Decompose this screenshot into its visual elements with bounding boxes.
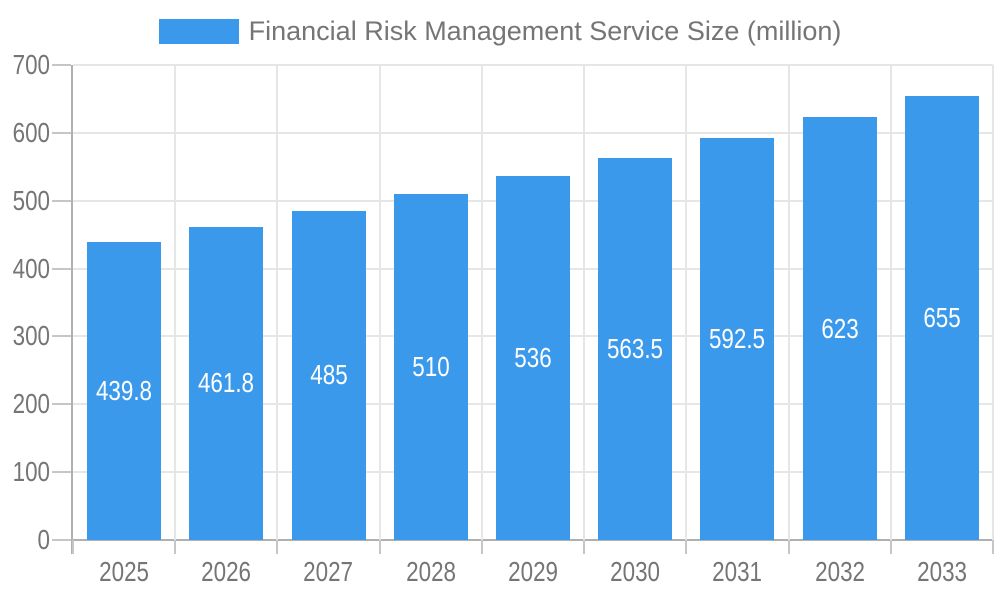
x-tick bbox=[992, 540, 994, 554]
bar[interactable]: 592.5 bbox=[700, 137, 775, 540]
gridline-vertical bbox=[276, 65, 279, 540]
bar-value-label: 439.8 bbox=[96, 374, 153, 406]
x-tick bbox=[583, 540, 586, 554]
bar-value-label: 461.8 bbox=[198, 367, 255, 399]
bar-value-label: 655 bbox=[923, 301, 961, 333]
x-tick bbox=[72, 540, 74, 554]
y-tick-label: 0 bbox=[37, 524, 50, 555]
legend[interactable]: Financial Risk Management Service Size (… bbox=[0, 12, 1000, 50]
x-tick bbox=[480, 540, 483, 554]
bar[interactable]: 461.8 bbox=[189, 226, 264, 540]
y-axis-line bbox=[71, 65, 73, 554]
x-tick bbox=[276, 540, 279, 554]
x-tick-label: 2026 bbox=[201, 556, 252, 587]
gridline-vertical bbox=[480, 65, 483, 540]
x-tick-label: 2033 bbox=[916, 556, 967, 587]
y-tick-label: 600 bbox=[12, 116, 50, 148]
legend-label: Financial Risk Management Service Size (… bbox=[248, 16, 842, 46]
y-tick-label: 300 bbox=[12, 320, 50, 352]
bar[interactable]: 510 bbox=[393, 193, 468, 540]
gridline-vertical bbox=[685, 65, 688, 540]
x-tick-label: 2027 bbox=[303, 556, 354, 587]
bar[interactable]: 485 bbox=[291, 210, 366, 540]
bar[interactable]: 439.8 bbox=[87, 241, 162, 540]
bar-value-label: 592.5 bbox=[709, 322, 766, 354]
y-tick bbox=[52, 471, 71, 474]
x-tick-label: 2028 bbox=[405, 556, 456, 587]
gridline-vertical bbox=[889, 65, 892, 540]
x-axis-line bbox=[71, 539, 993, 541]
gridline-vertical bbox=[378, 65, 381, 540]
y-tick bbox=[52, 131, 71, 134]
y-tick bbox=[52, 64, 71, 66]
gridline-vertical bbox=[174, 65, 177, 540]
gridline-vertical bbox=[787, 65, 790, 540]
y-tick-label: 700 bbox=[12, 49, 50, 80]
y-tick-label: 400 bbox=[12, 252, 50, 284]
x-tick-label: 2029 bbox=[508, 556, 558, 587]
gridline-horizontal bbox=[73, 64, 993, 66]
x-tick bbox=[378, 540, 381, 554]
bar-value-label: 536 bbox=[514, 342, 552, 374]
bar-value-label: 485 bbox=[309, 359, 348, 391]
gridline-horizontal bbox=[73, 131, 993, 134]
plot-area: 439.8 461.8 485 510 536 563.5 592.5 623 655 bbox=[73, 64, 994, 540]
gridline-vertical bbox=[992, 65, 994, 540]
y-tick bbox=[52, 199, 71, 202]
y-tick bbox=[52, 267, 71, 270]
bar[interactable]: 623 bbox=[802, 117, 877, 540]
gridline-vertical bbox=[583, 65, 586, 540]
bar-value-label: 510 bbox=[412, 350, 450, 382]
bar[interactable]: 536 bbox=[496, 176, 570, 540]
legend-swatch bbox=[158, 18, 239, 44]
y-tick bbox=[52, 403, 71, 406]
x-tick-label: 2031 bbox=[712, 556, 763, 587]
y-tick-label: 500 bbox=[12, 184, 50, 216]
x-tick bbox=[787, 540, 790, 554]
bar[interactable]: 655 bbox=[904, 95, 979, 540]
y-tick bbox=[52, 335, 71, 338]
x-tick-label: 2025 bbox=[99, 556, 150, 587]
x-tick bbox=[889, 540, 892, 554]
x-tick-label: 2030 bbox=[610, 556, 661, 587]
x-tick-label: 2032 bbox=[814, 556, 865, 587]
bar[interactable]: 563.5 bbox=[598, 157, 673, 540]
bar-value-label: 623 bbox=[820, 312, 859, 344]
x-tick bbox=[685, 540, 688, 554]
y-tick-label: 100 bbox=[12, 456, 50, 488]
x-tick bbox=[174, 540, 177, 554]
y-tick bbox=[52, 539, 71, 541]
y-tick-label: 200 bbox=[12, 388, 50, 420]
bar-value-label: 563.5 bbox=[607, 332, 664, 364]
